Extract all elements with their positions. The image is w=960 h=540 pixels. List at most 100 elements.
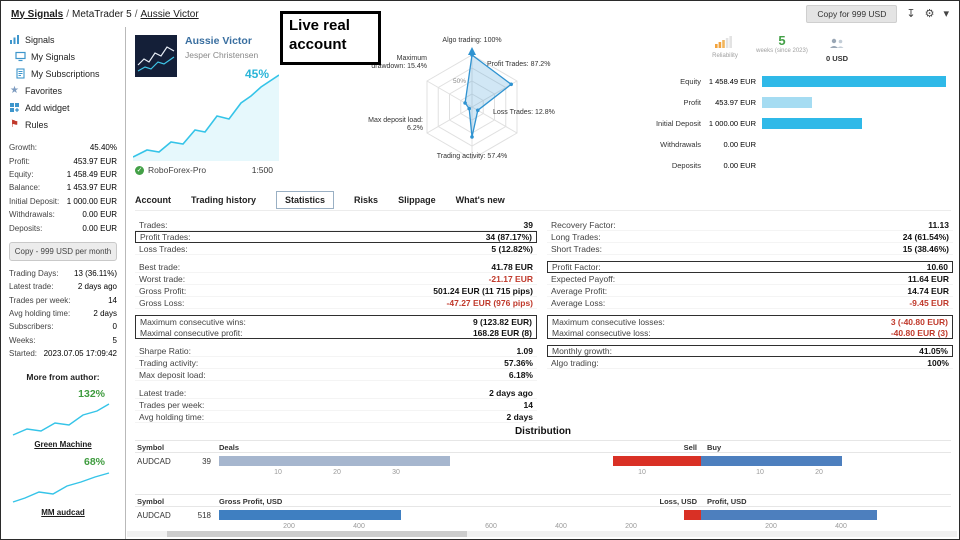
- stat-row: Subscribers: 0: [9, 320, 117, 333]
- tab[interactable]: Account: [135, 194, 171, 205]
- balance-bar-track: [762, 160, 957, 171]
- stat-value: 0.00 EUR: [82, 210, 117, 220]
- stat-value: 1 000.00 EUR: [66, 196, 117, 206]
- price-block: 0 USD: [813, 35, 861, 63]
- axis-tick: 200: [625, 523, 637, 530]
- axis-tick: 10: [638, 469, 646, 476]
- sidebar-item-label: Favorites: [25, 85, 63, 96]
- tab[interactable]: Statistics: [276, 190, 335, 209]
- balance-value: 1 000.00 EUR: [708, 118, 756, 128]
- radar-center-label: 50%: [453, 78, 467, 85]
- radar-label-profit-trades: Profit Trades: 87.2%: [487, 61, 551, 68]
- tab[interactable]: Trading history: [191, 194, 257, 205]
- tab[interactable]: What's new: [455, 194, 505, 205]
- statistic-value: 6.18%: [508, 369, 533, 380]
- statistic-label: Expected Payoff:: [551, 273, 616, 284]
- header-buy: Buy: [707, 443, 722, 452]
- statistic-value: 2 days ago: [489, 387, 533, 398]
- sidebar-item-my-signals[interactable]: My Signals: [9, 48, 117, 65]
- stat-value: 2 days: [93, 309, 117, 319]
- deals-row: AUDCAD 39: [135, 453, 951, 469]
- document-icon: [15, 68, 26, 79]
- balance-bar-row: Profit 453.97 EUR: [651, 96, 957, 108]
- axis-tick: 10: [274, 469, 282, 476]
- copy-signal-button[interactable]: Copy - 999 USD per month: [9, 241, 117, 261]
- gear-icon[interactable]: ⚙: [924, 7, 935, 20]
- statistic-row: Maximal consecutive loss: -40.80 EUR (3): [547, 327, 953, 339]
- tab[interactable]: Slippage: [398, 194, 436, 205]
- statistic-label: Maximal consecutive profit:: [140, 327, 243, 338]
- buy-bar: [701, 456, 842, 466]
- statistic-value: -21.17 EUR: [488, 273, 533, 284]
- signal-author-link[interactable]: Jesper Christensen: [185, 50, 259, 60]
- statistic-row: Max deposit load: 6.18%: [135, 369, 537, 381]
- caret-down-icon[interactable]: ▾: [943, 7, 949, 20]
- statistic-value: -9.45 EUR: [909, 297, 949, 308]
- author-signal-link[interactable]: Green Machine: [34, 440, 92, 450]
- breadcrumb-separator: /: [66, 8, 70, 20]
- statistic-label: Gross Loss:: [139, 297, 185, 308]
- gross-profit-bar: [219, 510, 401, 520]
- monitor-icon: [15, 51, 26, 62]
- statistic-label: Trades per week:: [139, 399, 205, 410]
- statistics-right-column: Recovery Factor: 11.13 Long Trades: 24 (…: [547, 219, 953, 369]
- radar-label-max-drawdown: Maximum drawdown: 15.4%: [371, 55, 427, 71]
- statistic-label: Average Profit:: [551, 285, 608, 296]
- tab[interactable]: Risks: [354, 194, 379, 205]
- growth-percent-label: 45%: [245, 67, 270, 81]
- statistic-value: 14: [523, 399, 533, 410]
- balance-bar-row: Deposits 0.00 EUR: [651, 159, 957, 171]
- statistic-value: -47.27 EUR (976 pips): [446, 297, 533, 308]
- sidebar-item-signals[interactable]: Signals: [9, 31, 117, 48]
- signal-avatar: [135, 35, 177, 77]
- account-stats-list: Growth: 45.40% Profit: 453.97 EUR Equity…: [9, 141, 117, 235]
- balance-label: Initial Deposit: [655, 118, 701, 128]
- sidebar-item-favorites[interactable]: ★ Favorites: [9, 82, 117, 99]
- star-icon: ★: [10, 84, 19, 96]
- statistic-value: 5 (12.82%): [491, 243, 533, 254]
- statistic-value: 3 (-40.80 EUR): [890, 316, 948, 327]
- sidebar-item-add-widget[interactable]: Add widget: [9, 99, 117, 116]
- statistic-row: Latest trade: 2 days ago: [135, 387, 537, 399]
- stat-row: Trading Days: 13 (36.11%): [9, 267, 117, 280]
- balance-label: Deposits: [671, 160, 701, 170]
- deals-distribution-table: Symbol Deals Sell Buy AUDCAD 39: [135, 440, 951, 486]
- statistic-label: Short Trades:: [551, 243, 603, 254]
- author-signal-link[interactable]: MM audcad: [41, 508, 85, 518]
- scrollbar-thumb[interactable]: [167, 531, 467, 537]
- statistic-value: 1.09: [516, 345, 533, 356]
- price-value: 0 USD: [825, 54, 849, 63]
- axis-tick: 400: [835, 523, 847, 530]
- stat-label: Balance:: [9, 183, 41, 193]
- mini-growth-chart: [12, 403, 110, 437]
- main-content: Aussie Victor Jesper Christensen 45% ✓ R…: [127, 27, 959, 539]
- statistic-label: Profit Trades:: [140, 232, 191, 242]
- subscribers-icon: [830, 38, 844, 48]
- statistic-row: Trades per week: 14: [135, 399, 537, 411]
- copy-for-price-button[interactable]: Copy for 999 USD: [806, 5, 898, 23]
- balance-bar: [762, 75, 946, 87]
- axis-tick: 10: [756, 469, 764, 476]
- statistic-row: Profit Factor: 10.60: [547, 261, 953, 273]
- symbol-cell: AUDCAD: [137, 511, 171, 520]
- statistic-row: Algo trading: 100%: [547, 357, 953, 369]
- download-icon[interactable]: ↧: [906, 7, 916, 20]
- stat-value: 14: [108, 295, 117, 305]
- balance-value: 0.00 EUR: [723, 139, 756, 149]
- breadcrumb-signal-link[interactable]: Aussie Victor: [140, 8, 199, 20]
- stat-value: 453.97 EUR: [73, 156, 117, 166]
- statistic-value: 15 (38.46%): [902, 243, 949, 254]
- statistic-row: Average Profit: 14.74 EUR: [547, 285, 953, 297]
- loss-bar: [684, 510, 701, 520]
- radar-arrow-icon: [468, 47, 476, 55]
- sidebar-item-my-subscriptions[interactable]: My Subscriptions: [9, 65, 117, 82]
- statistic-value: 100%: [927, 357, 949, 368]
- topbar-actions: Copy for 999 USD ↧ ⚙ ▾: [806, 5, 949, 23]
- header-symbol: Symbol: [137, 443, 165, 452]
- reliability-label: Reliability: [712, 53, 738, 59]
- stat-label: Started:: [9, 349, 38, 359]
- statistic-value: 168.28 EUR (8): [472, 327, 532, 338]
- statistic-label: Algo trading:: [551, 357, 599, 368]
- breadcrumb-my-signals-link[interactable]: My Signals: [11, 8, 64, 20]
- sidebar-item-rules[interactable]: ⚑ Rules: [9, 116, 117, 133]
